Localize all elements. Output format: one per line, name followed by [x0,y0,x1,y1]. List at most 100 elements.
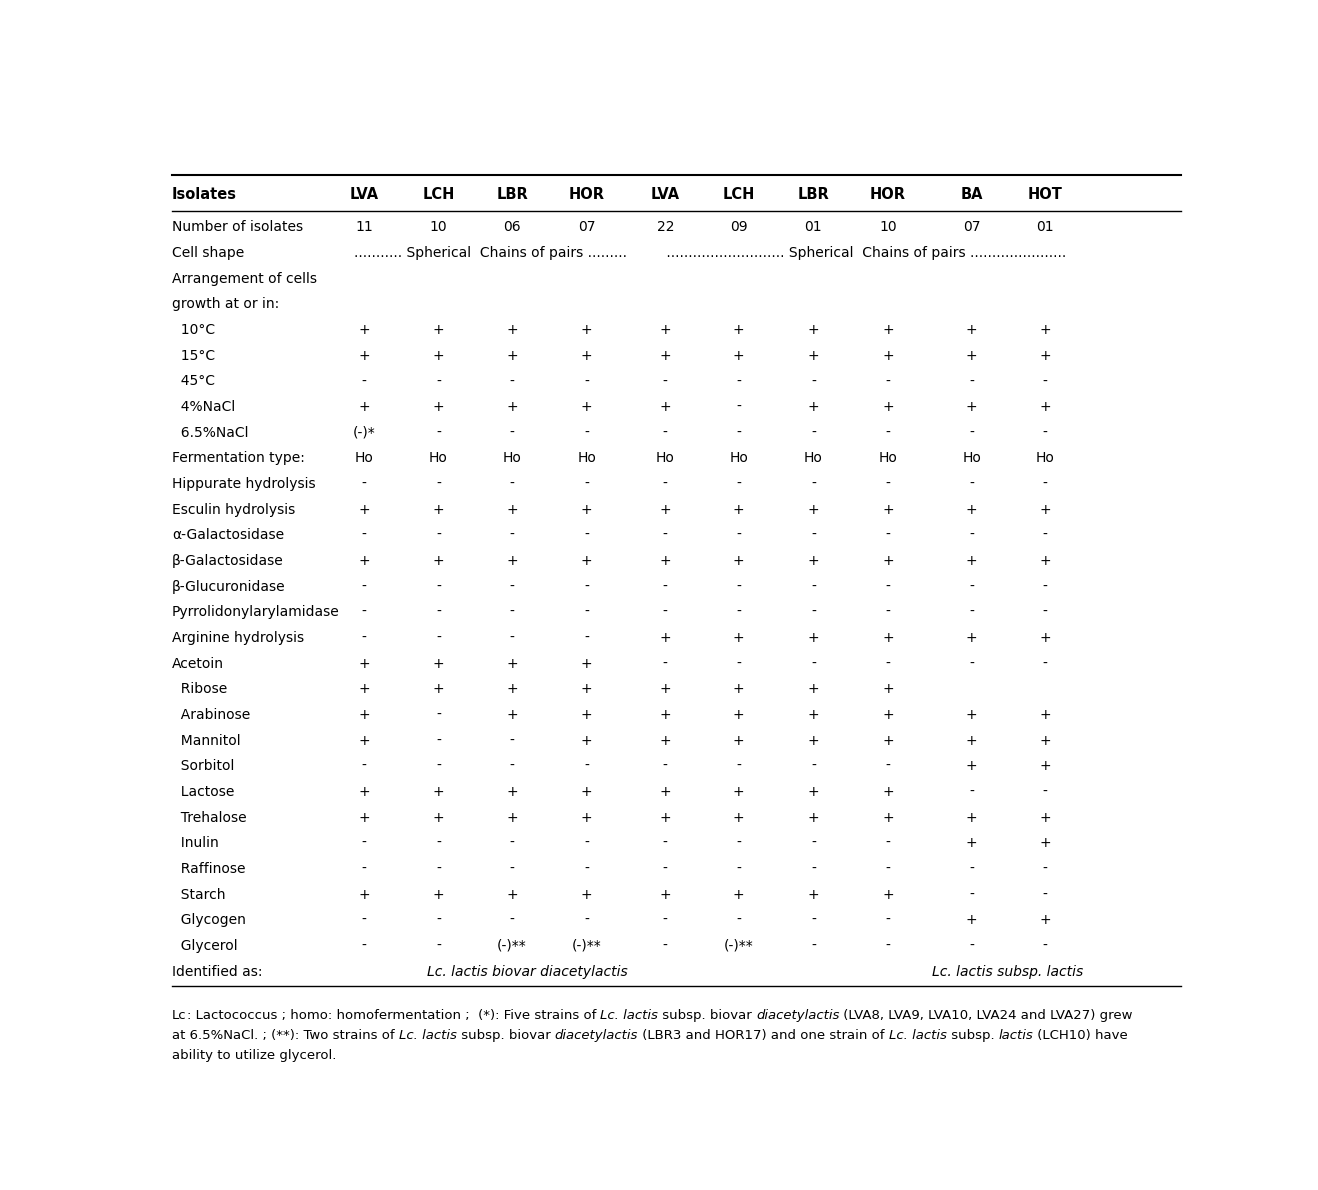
Text: 09: 09 [730,220,747,234]
Text: -: - [436,862,442,876]
Text: -: - [737,862,741,876]
Text: -: - [969,862,974,876]
Text: +: + [659,502,671,516]
Text: -: - [886,862,891,876]
Text: -: - [886,528,891,543]
Text: +: + [1040,759,1050,774]
Text: +: + [808,400,820,414]
Text: +: + [808,324,820,337]
Text: +: + [1040,810,1050,825]
Text: -: - [361,837,366,850]
Text: +: + [966,708,978,722]
Text: +: + [733,733,745,747]
Text: +: + [733,708,745,722]
Text: +: + [808,349,820,363]
Text: : Lactococcus ; homo: homofermentation ;  (*): Five strains of: : Lactococcus ; homo: homofermentation ;… [187,1008,600,1021]
Text: BA: BA [961,187,983,201]
Text: -: - [436,528,442,543]
Text: +: + [506,810,518,825]
Text: HOR: HOR [568,187,605,201]
Text: -: - [584,477,589,491]
Text: +: + [432,682,444,696]
Text: -: - [737,837,741,850]
Text: Starch: Starch [171,888,225,902]
Text: -: - [361,580,366,594]
Text: +: + [506,555,518,568]
Text: -: - [584,426,589,440]
Text: -: - [436,580,442,594]
Text: +: + [966,349,978,363]
Text: +: + [733,555,745,568]
Text: +: + [882,810,894,825]
Text: +: + [808,555,820,568]
Text: Glycerol: Glycerol [171,939,237,953]
Text: Pyrrolidonylarylamidase: Pyrrolidonylarylamidase [171,606,340,619]
Text: +: + [808,810,820,825]
Text: +: + [1040,555,1050,568]
Text: +: + [358,502,370,516]
Text: +: + [808,733,820,747]
Text: +: + [1040,631,1050,645]
Text: -: - [361,631,366,645]
Text: -: - [969,375,974,388]
Text: -: - [436,606,442,619]
Text: +: + [882,555,894,568]
Text: -: - [969,939,974,953]
Text: +: + [506,785,518,798]
Text: -: - [1043,657,1048,671]
Text: -: - [1043,862,1048,876]
Text: +: + [581,682,592,696]
Text: -: - [1043,785,1048,798]
Text: at 6.5%NaCl. ; (**): Two strains of: at 6.5%NaCl. ; (**): Two strains of [171,1028,399,1041]
Text: -: - [584,375,589,388]
Text: +: + [733,349,745,363]
Text: +: + [808,631,820,645]
Text: +: + [808,502,820,516]
Text: -: - [969,580,974,594]
Text: +: + [882,400,894,414]
Text: Sorbitol: Sorbitol [171,759,235,774]
Text: -: - [811,426,816,440]
Text: +: + [659,708,671,722]
Text: -: - [436,477,442,491]
Text: lactis: lactis [999,1028,1033,1041]
Text: 10: 10 [430,220,447,234]
Text: -: - [811,580,816,594]
Text: +: + [1040,733,1050,747]
Text: -: - [436,733,442,747]
Text: Glycogen: Glycogen [171,913,245,927]
Text: Ribose: Ribose [171,682,227,696]
Text: -: - [436,708,442,722]
Text: -: - [510,913,514,927]
Text: -: - [811,657,816,671]
Text: Identified as:: Identified as: [171,965,262,978]
Text: -: - [663,528,668,543]
Text: -: - [886,426,891,440]
Text: +: + [882,502,894,516]
Text: +: + [966,555,978,568]
Text: +: + [659,810,671,825]
Text: +: + [581,733,592,747]
Text: Lc. lactis: Lc. lactis [888,1028,946,1041]
Text: +: + [1040,324,1050,337]
Text: -: - [1043,580,1048,594]
Text: Ho: Ho [879,451,898,465]
Text: Lc. lactis biovar diacetylactis: Lc. lactis biovar diacetylactis [427,965,627,978]
Text: -: - [436,759,442,774]
Text: +: + [882,349,894,363]
Text: 07: 07 [577,220,596,234]
Text: +: + [966,400,978,414]
Text: -: - [663,375,668,388]
Text: -: - [737,400,741,414]
Text: -: - [737,657,741,671]
Text: Trehalose: Trehalose [171,810,246,825]
Text: +: + [432,657,444,671]
Text: diacetylactis: diacetylactis [555,1028,638,1041]
Text: -: - [969,477,974,491]
Text: -: - [361,606,366,619]
Text: +: + [1040,913,1050,927]
Text: -: - [1043,375,1048,388]
Text: +: + [659,631,671,645]
Text: -: - [436,426,442,440]
Text: -: - [1043,477,1048,491]
